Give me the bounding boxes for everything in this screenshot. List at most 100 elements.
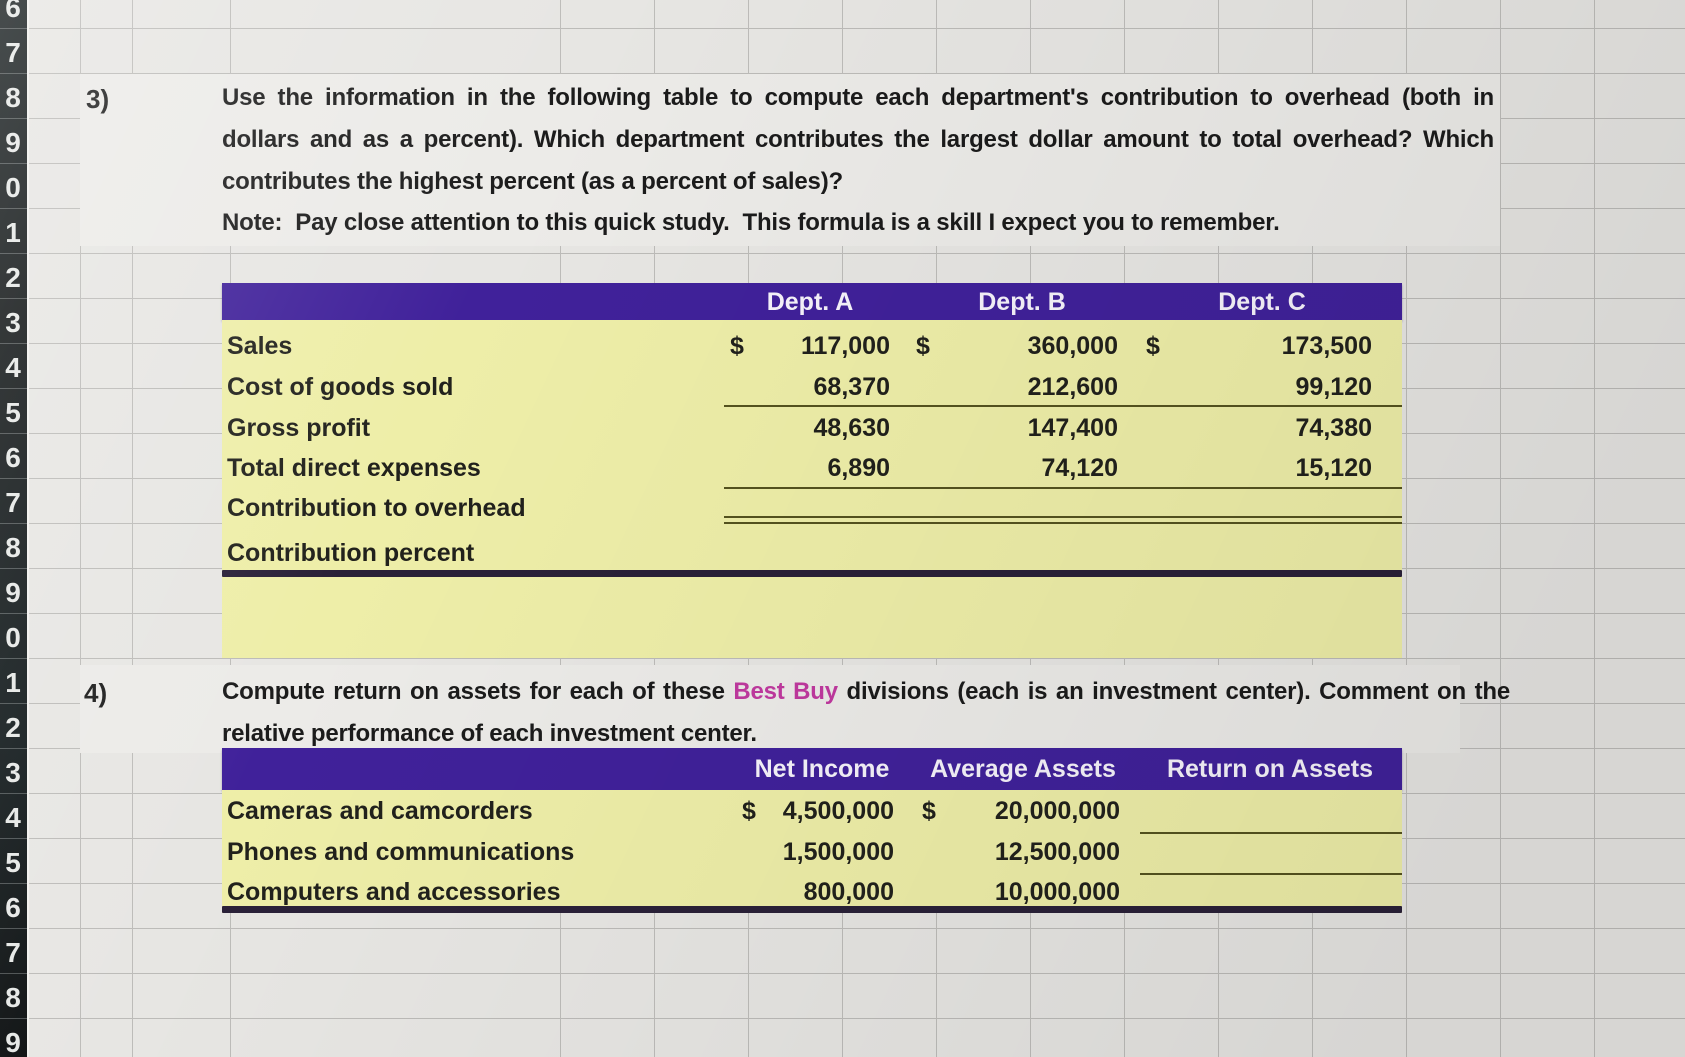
table1-rule-under-expenses bbox=[724, 487, 1402, 489]
row-number[interactable]: 7 bbox=[5, 937, 21, 968]
row-number[interactable]: 9 bbox=[5, 127, 21, 158]
question-3-line-3: contributes the highest percent (as a pe… bbox=[222, 168, 843, 195]
table2-body[interactable] bbox=[222, 790, 1402, 913]
row-separator bbox=[0, 838, 27, 839]
row-number[interactable]: 8 bbox=[5, 82, 21, 113]
table1-cell[interactable]: 68,370 bbox=[730, 373, 890, 402]
cell-value: 74,380 bbox=[1295, 414, 1372, 442]
table2-cell[interactable]: $20,000,000 bbox=[922, 797, 1120, 826]
question-4-cell[interactable] bbox=[80, 665, 1460, 753]
table1-cell[interactable]: 147,400 bbox=[916, 414, 1118, 443]
table1-column-header: Dept. C bbox=[1218, 288, 1306, 316]
cell-value: 1,500,000 bbox=[782, 838, 894, 866]
row-number[interactable]: 6 bbox=[5, 0, 21, 23]
row-number[interactable]: 8 bbox=[5, 532, 21, 563]
table2-cell[interactable]: 12,500,000 bbox=[922, 838, 1120, 867]
cell-value: 4,500,000 bbox=[782, 797, 894, 825]
row-separator bbox=[0, 748, 27, 749]
row-separator bbox=[0, 928, 27, 929]
row-separator bbox=[0, 703, 27, 704]
table1-cell[interactable]: 99,120 bbox=[1146, 373, 1372, 402]
table1-double-rule-top bbox=[724, 516, 1402, 518]
table2-cell[interactable]: 800,000 bbox=[742, 878, 894, 907]
table1-body[interactable] bbox=[222, 320, 1402, 658]
dollar-sign: $ bbox=[742, 797, 756, 825]
question-3-note: Note: Pay close attention to this quick … bbox=[222, 209, 1280, 236]
row-number[interactable]: 9 bbox=[5, 577, 21, 608]
cell-value: 48,630 bbox=[813, 414, 890, 442]
table1-cell[interactable]: 74,120 bbox=[916, 454, 1118, 483]
row-separator bbox=[0, 658, 27, 659]
grid-vline bbox=[80, 0, 81, 1057]
table1-cell[interactable]: 74,380 bbox=[1146, 414, 1372, 443]
table2-roa-answer-line[interactable] bbox=[1140, 832, 1402, 834]
grid-vline bbox=[1594, 0, 1595, 1057]
row-separator bbox=[0, 163, 27, 164]
table1-cell[interactable]: 48,630 bbox=[730, 414, 890, 443]
row-number[interactable]: 8 bbox=[5, 982, 21, 1013]
table1-row-label: Contribution percent bbox=[227, 539, 475, 567]
row-number[interactable]: 1 bbox=[5, 217, 21, 248]
row-number[interactable]: 2 bbox=[5, 262, 21, 293]
question-3-number: 3) bbox=[86, 84, 110, 114]
table2-column-header: Return on Assets bbox=[1166, 755, 1374, 783]
table1-row-label: Sales bbox=[227, 332, 293, 360]
row-separator bbox=[0, 208, 27, 209]
row-number[interactable]: 0 bbox=[5, 622, 21, 653]
grid-vline bbox=[132, 0, 133, 1057]
question-4-line-2: relative performance of each investment … bbox=[222, 720, 757, 747]
row-number[interactable]: 7 bbox=[5, 487, 21, 518]
question-4-text-post: divisions (each is an investment center)… bbox=[837, 678, 1511, 705]
table1-bottom-border bbox=[222, 570, 1402, 577]
row-separator bbox=[0, 253, 27, 254]
row-number[interactable]: 7 bbox=[5, 37, 21, 68]
row-number[interactable]: 6 bbox=[5, 442, 21, 473]
row-number[interactable]: 4 bbox=[5, 802, 21, 833]
cell-value: 212,600 bbox=[1027, 373, 1118, 401]
table1-cell[interactable]: 212,600 bbox=[916, 373, 1118, 402]
table1-cell[interactable]: $173,500 bbox=[1146, 332, 1372, 361]
row-number[interactable]: 1 bbox=[5, 667, 21, 698]
row-separator bbox=[0, 433, 27, 434]
row-separator bbox=[0, 28, 27, 29]
best-buy-brand-text: Best Buy bbox=[733, 678, 838, 705]
row-number[interactable]: 0 bbox=[5, 172, 21, 203]
table1-cell[interactable]: $360,000 bbox=[916, 332, 1118, 361]
cell-value: 99,120 bbox=[1295, 373, 1372, 401]
row-number[interactable]: 5 bbox=[5, 847, 21, 878]
row-header-strip[interactable]: 6 7 8 9 0 1 2 3 4 5 6 7 8 9 0 1 2 3 4 5 6 7 8 9 bbox=[0, 0, 29, 1057]
row-number[interactable]: 2 bbox=[5, 712, 21, 743]
table1-column-header: Dept. B bbox=[978, 288, 1066, 316]
question-3-line-2: dollars and as a percent). Which departm… bbox=[222, 126, 1494, 153]
table2-cell[interactable]: 10,000,000 bbox=[922, 878, 1120, 907]
row-separator bbox=[0, 73, 27, 74]
table1-cell[interactable]: $117,000 bbox=[730, 332, 890, 361]
table1-header-band bbox=[222, 283, 1402, 320]
cell-value: 20,000,000 bbox=[994, 797, 1120, 825]
table2-row-label: Computers and accessories bbox=[227, 878, 561, 906]
grid-hline bbox=[27, 1018, 1685, 1019]
row-number[interactable]: 5 bbox=[5, 397, 21, 428]
row-separator bbox=[0, 523, 27, 524]
table2-cell[interactable]: $4,500,000 bbox=[742, 797, 894, 826]
table2-header-band bbox=[222, 748, 1402, 790]
question-3-cell[interactable] bbox=[80, 74, 1500, 246]
row-number[interactable]: 3 bbox=[5, 757, 21, 788]
row-number[interactable]: 3 bbox=[5, 307, 21, 338]
row-separator bbox=[0, 613, 27, 614]
cell-value: 147,400 bbox=[1027, 414, 1118, 442]
table2-roa-answer-line[interactable] bbox=[1140, 873, 1402, 875]
cell-value: 117,000 bbox=[801, 332, 890, 360]
cell-value: 360,000 bbox=[1027, 332, 1118, 360]
row-separator bbox=[0, 568, 27, 569]
table1-cell[interactable]: 15,120 bbox=[1146, 454, 1372, 483]
table2-cell[interactable]: 1,500,000 bbox=[742, 838, 894, 867]
row-number[interactable]: 6 bbox=[5, 892, 21, 923]
table1-rule-under-cogs bbox=[724, 405, 1402, 407]
row-number[interactable]: 9 bbox=[5, 1027, 21, 1057]
row-number[interactable]: 4 bbox=[5, 352, 21, 383]
question-4-text-pre: Compute return on assets for each of the… bbox=[222, 678, 734, 705]
dollar-sign: $ bbox=[916, 332, 930, 360]
table1-cell[interactable]: 6,890 bbox=[730, 454, 890, 483]
